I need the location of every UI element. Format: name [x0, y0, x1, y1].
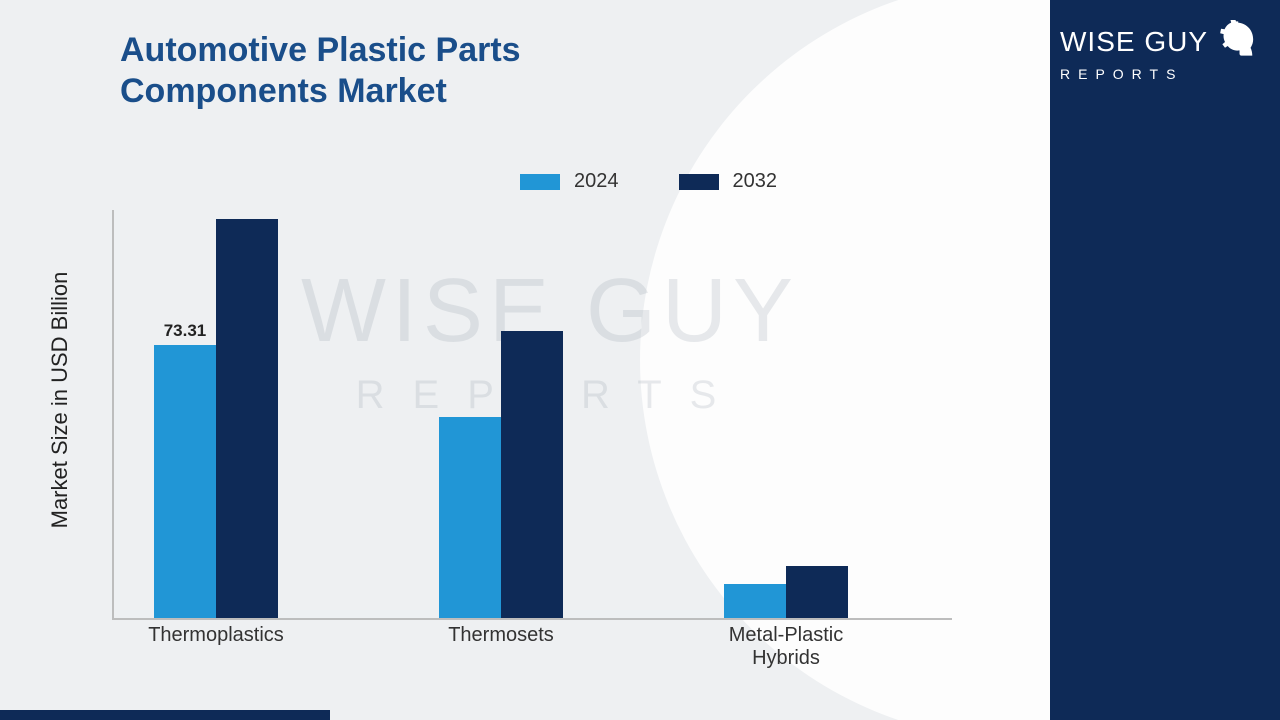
bar-value-label: 73.31	[145, 321, 225, 341]
bottom-accent-bar	[0, 710, 330, 720]
plot-area: 73.31ThermoplasticsThermosetsMetal-Plast…	[112, 210, 952, 620]
category-label: Thermoplastics	[126, 624, 306, 647]
legend-item-2032: 2032	[679, 170, 778, 193]
chart-canvas: WISE GUY REPORTS WISE GUY REPORTS Automo…	[0, 0, 1280, 720]
brand-sub: REPORTS	[1060, 66, 1260, 82]
bar	[501, 331, 563, 618]
legend-item-2024: 2024	[520, 170, 619, 193]
brand-name: WISE GUY	[1060, 28, 1208, 56]
y-axis-label: Market Size in USD Billion	[47, 272, 73, 529]
bar	[439, 417, 501, 618]
legend-swatch-2032	[679, 174, 719, 190]
bar	[154, 345, 216, 618]
category-label: Metal-Plastic Hybrids	[696, 624, 876, 670]
right-band	[1050, 0, 1280, 720]
category-label: Thermosets	[411, 624, 591, 647]
bar	[786, 566, 848, 618]
head-icon	[1214, 20, 1258, 64]
brand-logo: WISE GUY REPORTS	[1060, 20, 1260, 82]
bar	[724, 584, 786, 618]
bar	[216, 219, 278, 618]
legend-label-2032: 2032	[733, 170, 778, 193]
legend-swatch-2024	[520, 174, 560, 190]
legend-label-2024: 2024	[574, 170, 619, 193]
chart-title: Automotive Plastic Parts Components Mark…	[120, 30, 720, 112]
legend: 2024 2032	[520, 170, 777, 193]
